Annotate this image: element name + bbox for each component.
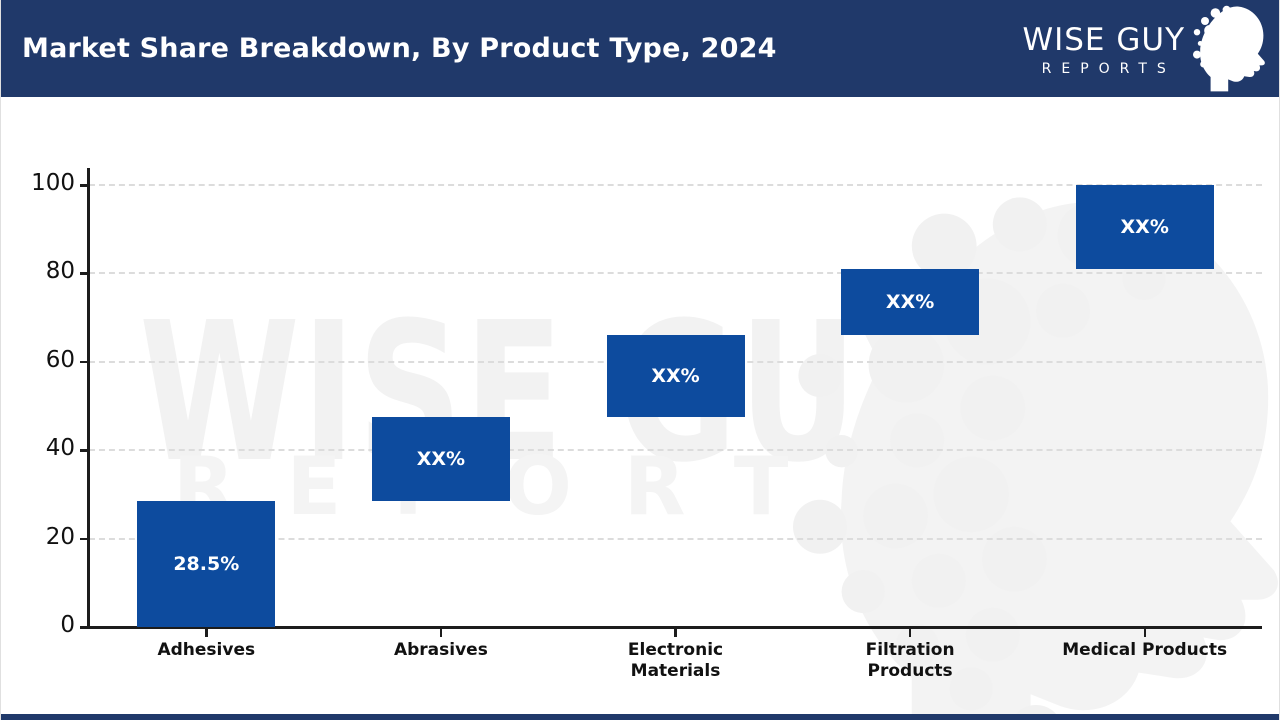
- x-tick-label-line: Electronic: [627, 640, 724, 660]
- footer-accent-bar: [1, 714, 1279, 720]
- x-tick-label-line: Filtration: [865, 640, 955, 660]
- gridline: [89, 537, 1262, 540]
- x-tick-label: Adhesives: [86, 640, 326, 661]
- x-axis-line: [89, 626, 1262, 629]
- y-tick-mark: [80, 626, 89, 629]
- watermark-subtext: REPORTS: [173, 440, 951, 533]
- header-bar: Market Share Breakdown, By Product Type,…: [1, 0, 1279, 97]
- logo-wordmark: WISE GUY REPORTS: [1022, 22, 1185, 77]
- y-tick-mark: [80, 184, 89, 187]
- x-tick-label-line: Materials: [630, 661, 721, 681]
- x-tick-label: Filtration Products: [790, 640, 1030, 682]
- bar-adhesives: 28.5%: [137, 501, 276, 627]
- page-title: Market Share Breakdown, By Product Type,…: [22, 33, 777, 64]
- wiseguy-logo: WISE GUY REPORTS: [1022, 5, 1271, 93]
- x-tick-mark: [674, 629, 677, 637]
- y-tick-label: 40: [45, 435, 75, 462]
- logo-title-text: WISE GUY: [1022, 21, 1185, 58]
- bar-value-label: XX%: [1120, 215, 1169, 238]
- x-tick-label: Electronic Materials: [556, 640, 796, 682]
- bar-value-label: XX%: [416, 448, 466, 471]
- y-tick-label: 60: [45, 346, 75, 373]
- head-profile-logo-icon: [1193, 5, 1265, 92]
- x-tick-label-line: Medical Products: [1062, 640, 1228, 660]
- y-tick-mark: [80, 360, 89, 364]
- x-tick-mark: [908, 629, 912, 637]
- gridline: [89, 184, 1262, 186]
- bar-value-label: XX%: [651, 365, 700, 388]
- y-tick-mark: [80, 449, 89, 452]
- x-tick-label: Medical Products: [1025, 640, 1265, 661]
- logo-subtitle-text: REPORTS: [1041, 60, 1176, 77]
- y-axis-line: [87, 168, 90, 629]
- x-tick-label-line: Abrasives: [393, 640, 488, 660]
- gridline: [89, 272, 1262, 275]
- gridline: [89, 449, 1262, 452]
- x-tick-label: Abrasives: [321, 640, 561, 661]
- bar-electronic-materials: XX%: [606, 335, 745, 418]
- y-tick-mark: [80, 537, 89, 541]
- bar-filtration-products: XX%: [841, 268, 980, 336]
- y-tick-label: 0: [60, 612, 75, 638]
- bar-medical-products: XX%: [1075, 185, 1214, 269]
- bar-abrasives: XX%: [371, 417, 510, 502]
- x-tick-label-line: Adhesives: [157, 640, 256, 660]
- y-tick-mark: [80, 272, 89, 275]
- y-tick-label: 80: [45, 258, 75, 285]
- x-tick-mark: [439, 629, 443, 637]
- bar-value-label: XX%: [885, 291, 935, 314]
- x-tick-label-line: Products: [867, 661, 953, 681]
- y-tick-label: 20: [45, 523, 75, 550]
- x-tick-mark: [205, 629, 208, 637]
- y-tick-label: 100: [31, 170, 75, 196]
- x-tick-mark: [1143, 629, 1146, 637]
- bar-value-label: 28.5%: [173, 553, 240, 575]
